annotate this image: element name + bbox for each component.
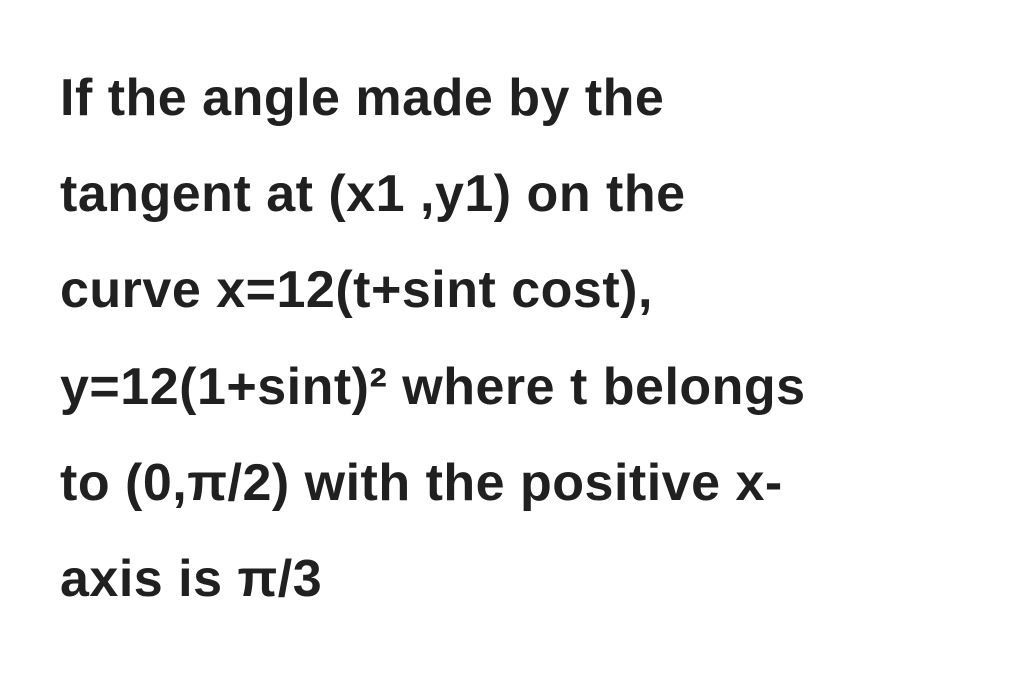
text-line-1: If the angle made by the [60, 50, 806, 146]
text-line-3: curve x=12(t+sint cost), [60, 242, 806, 338]
math-problem-text: If the angle made by the tangent at (x1 … [60, 50, 806, 627]
text-line-6: axis is π/3 [60, 531, 806, 627]
text-line-4: y=12(1+sint)² where t belongs [60, 339, 806, 435]
text-line-2: tangent at (x1 ,y1) on the [60, 146, 806, 242]
text-line-5: to (0,π/2) with the positive x- [60, 435, 806, 531]
